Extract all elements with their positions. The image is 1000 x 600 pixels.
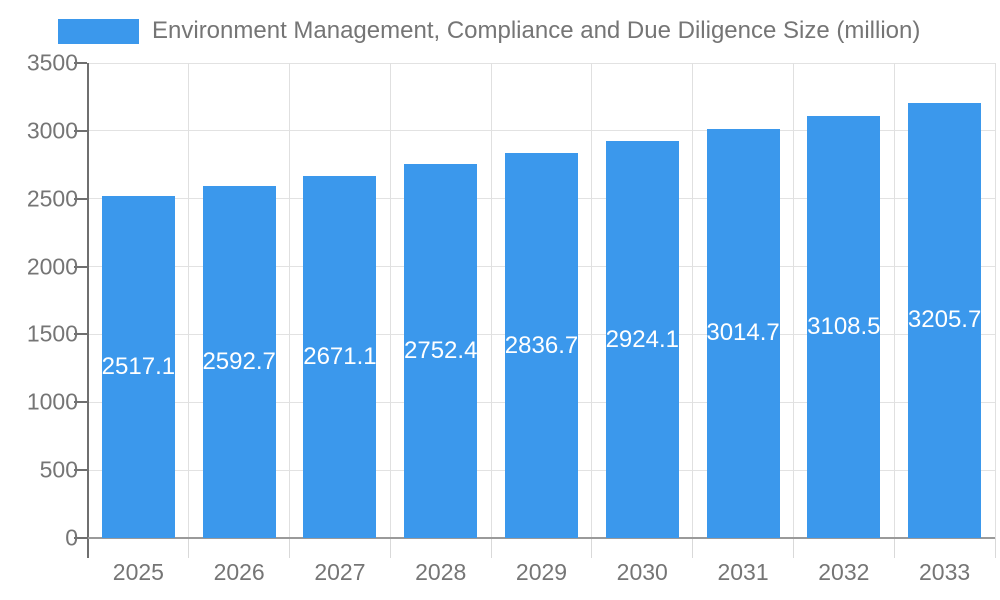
x-gridline (188, 63, 190, 538)
y-axis-tick-label: 2000 (26, 253, 78, 280)
bar-value-label: 3205.7 (907, 306, 982, 334)
y-axis-line (87, 63, 89, 558)
bar-value-label: 3014.7 (706, 319, 780, 347)
bar-value-label: 2671.1 (303, 342, 377, 370)
x-gridline (893, 63, 895, 538)
x-gridline (490, 63, 492, 538)
y-axis-tick-label: 1500 (26, 320, 78, 347)
x-axis-tick-mark (188, 538, 190, 558)
bar[interactable]: 2924.1 (606, 141, 679, 538)
x-axis-tick-mark (994, 538, 996, 558)
x-gridline (289, 63, 291, 538)
legend-item[interactable]: Environment Management, Compliance and D… (58, 17, 920, 45)
x-axis-tick-label: 2033 (919, 559, 971, 585)
y-axis-tick-label: 0 (65, 524, 78, 551)
x-axis-tick-mark (289, 538, 291, 558)
legend-label: Environment Management, Compliance and D… (152, 17, 921, 44)
legend-swatch (58, 18, 139, 44)
x-axis-tick-label: 2032 (818, 559, 870, 585)
x-axis-tick-label: 2031 (717, 559, 769, 585)
x-gridline (994, 63, 996, 538)
x-gridline (389, 63, 391, 538)
x-axis-tick-mark (893, 538, 895, 558)
x-axis-tick-mark (692, 538, 694, 558)
x-axis-tick-label: 2025 (112, 559, 164, 585)
x-gridline (792, 63, 794, 538)
x-axis-tick-label: 2027 (314, 559, 366, 585)
bar[interactable]: 2592.7 (202, 186, 276, 538)
bar-value-label: 2592.7 (202, 348, 276, 376)
bar-value-label: 2836.7 (504, 331, 579, 359)
bar[interactable]: 2517.1 (102, 196, 175, 538)
y-tick-mark (74, 333, 87, 336)
plot-area: 0 500 1000 1500 2000 2500 3000 3500 2517.1 2025 25… (27, 50, 996, 585)
x-axis-tick-label: 2026 (213, 559, 265, 585)
bar[interactable]: 3014.7 (706, 128, 780, 538)
x-axis-tick-mark (490, 538, 492, 558)
y-axis-tick-label: 3500 (26, 49, 78, 76)
y-tick-mark (74, 537, 87, 539)
y-axis-tick-label: 3000 (26, 117, 78, 144)
y-tick-mark (74, 401, 87, 404)
y-tick-mark (74, 197, 87, 200)
bar[interactable]: 2752.4 (404, 164, 477, 538)
y-axis-tick-label: 500 (39, 456, 78, 483)
x-axis-tick-mark (792, 538, 794, 558)
x-gridline (692, 63, 694, 538)
x-axis-tick-label: 2030 (616, 559, 668, 585)
bar[interactable]: 2836.7 (505, 153, 578, 538)
y-tick-mark (74, 469, 87, 472)
x-axis-tick-label: 2028 (415, 559, 467, 585)
y-gridline (88, 62, 995, 64)
y-tick-mark (74, 129, 87, 132)
x-gridline (591, 63, 593, 538)
x-axis-baseline (88, 537, 995, 539)
bar[interactable]: 3205.7 (907, 102, 982, 538)
bar[interactable]: 3108.5 (807, 116, 881, 538)
bar[interactable]: 2671.1 (303, 175, 377, 538)
y-gridline (88, 130, 995, 132)
bar-value-label: 2752.4 (404, 337, 478, 365)
y-tick-mark (74, 265, 87, 268)
y-axis-tick-label: 2500 (26, 185, 78, 212)
x-axis-tick-mark (389, 538, 391, 558)
x-axis-tick-label: 2029 (515, 559, 568, 585)
y-axis-tick-label: 1000 (26, 388, 78, 415)
bar-value-label: 2924.1 (605, 325, 679, 353)
x-axis-tick-mark (591, 538, 593, 558)
bar-value-label: 3108.5 (807, 313, 881, 341)
bar-value-label: 2517.1 (101, 353, 176, 381)
y-tick-mark (74, 62, 87, 64)
